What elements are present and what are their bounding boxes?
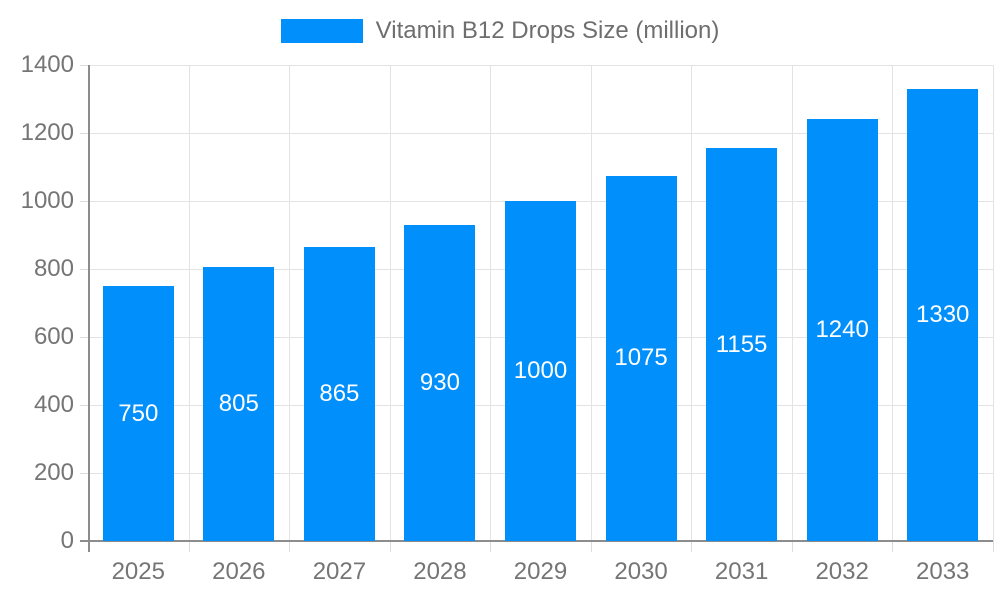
y-axis-label: 400 — [33, 391, 74, 418]
bar-value-label: 1000 — [513, 357, 568, 384]
x-axis-tick — [490, 541, 491, 552]
x-axis-tick — [993, 541, 994, 552]
x-axis-tick — [892, 541, 893, 552]
x-axis-label: 2027 — [312, 558, 367, 585]
y-axis-label: 200 — [33, 459, 74, 486]
y-axis-tick — [80, 405, 88, 406]
bar[interactable] — [907, 88, 979, 541]
y-axis-label: 1000 — [20, 187, 74, 214]
x-axis-label: 2031 — [714, 558, 769, 585]
y-axis-label: 1400 — [20, 51, 74, 78]
gridline-vertical — [189, 65, 190, 541]
bar-value-label: 1330 — [916, 300, 970, 328]
y-axis-tick — [80, 269, 88, 270]
x-axis-tick — [591, 541, 592, 552]
x-axis-tick — [792, 541, 793, 552]
x-axis-label: 2026 — [212, 558, 266, 585]
gridline-horizontal — [88, 133, 993, 134]
x-axis-label: 2032 — [815, 558, 869, 585]
y-axis-tick — [80, 65, 88, 66]
gridline-vertical — [993, 65, 994, 541]
y-axis-tick — [80, 133, 88, 134]
bar-value-label: 1075 — [614, 344, 668, 372]
bar[interactable] — [505, 201, 576, 541]
x-axis-tick — [189, 541, 190, 552]
bar[interactable] — [706, 148, 778, 541]
y-axis-label: 800 — [33, 255, 74, 282]
gridline-vertical — [490, 65, 491, 541]
bar[interactable] — [605, 175, 677, 541]
bar[interactable] — [806, 119, 878, 541]
y-axis-label: 0 — [60, 527, 74, 554]
bar-value-label: 750 — [118, 399, 159, 427]
gridline-vertical — [892, 65, 893, 541]
bar[interactable] — [203, 267, 275, 541]
x-axis-line — [80, 540, 993, 542]
y-axis-tick — [80, 337, 88, 338]
y-axis-label: 600 — [33, 323, 74, 350]
bar[interactable] — [303, 246, 375, 541]
bar-value-label: 865 — [319, 379, 360, 407]
x-axis-label: 2025 — [111, 558, 165, 585]
gridline-vertical — [792, 65, 793, 541]
x-axis-tick — [289, 541, 290, 552]
gridline-horizontal — [88, 65, 993, 66]
x-axis-label: 2033 — [916, 558, 970, 585]
x-axis-tick — [390, 541, 391, 552]
x-axis-label: 2029 — [513, 558, 568, 585]
y-axis-tick — [80, 201, 88, 202]
gridline-vertical — [289, 65, 290, 541]
bar-value-label: 1240 — [815, 316, 869, 344]
bar[interactable] — [404, 224, 476, 541]
plot-area: 750 805 865 930 1000 1075 1155 1240 1330 2025 2026… — [21, 51, 994, 585]
x-axis-tick — [691, 541, 692, 552]
y-axis-line — [88, 65, 90, 552]
legend-swatch-icon — [280, 19, 363, 43]
x-axis-label: 2028 — [413, 558, 467, 585]
bar[interactable] — [102, 286, 174, 541]
x-axis-label: 2030 — [614, 558, 668, 585]
legend-item[interactable]: Vitamin B12 Drops Size (million) — [0, 17, 1000, 45]
gridline-vertical — [390, 65, 391, 541]
bar-value-label: 1155 — [715, 330, 768, 358]
gridline-vertical — [591, 65, 592, 541]
bar-value-label: 930 — [419, 368, 460, 396]
bar-value-label: 805 — [218, 390, 259, 418]
y-axis-tick — [80, 473, 88, 474]
legend-label: Vitamin B12 Drops Size (million) — [375, 17, 720, 44]
gridline-vertical — [691, 65, 692, 541]
y-axis-label: 1200 — [20, 119, 74, 146]
